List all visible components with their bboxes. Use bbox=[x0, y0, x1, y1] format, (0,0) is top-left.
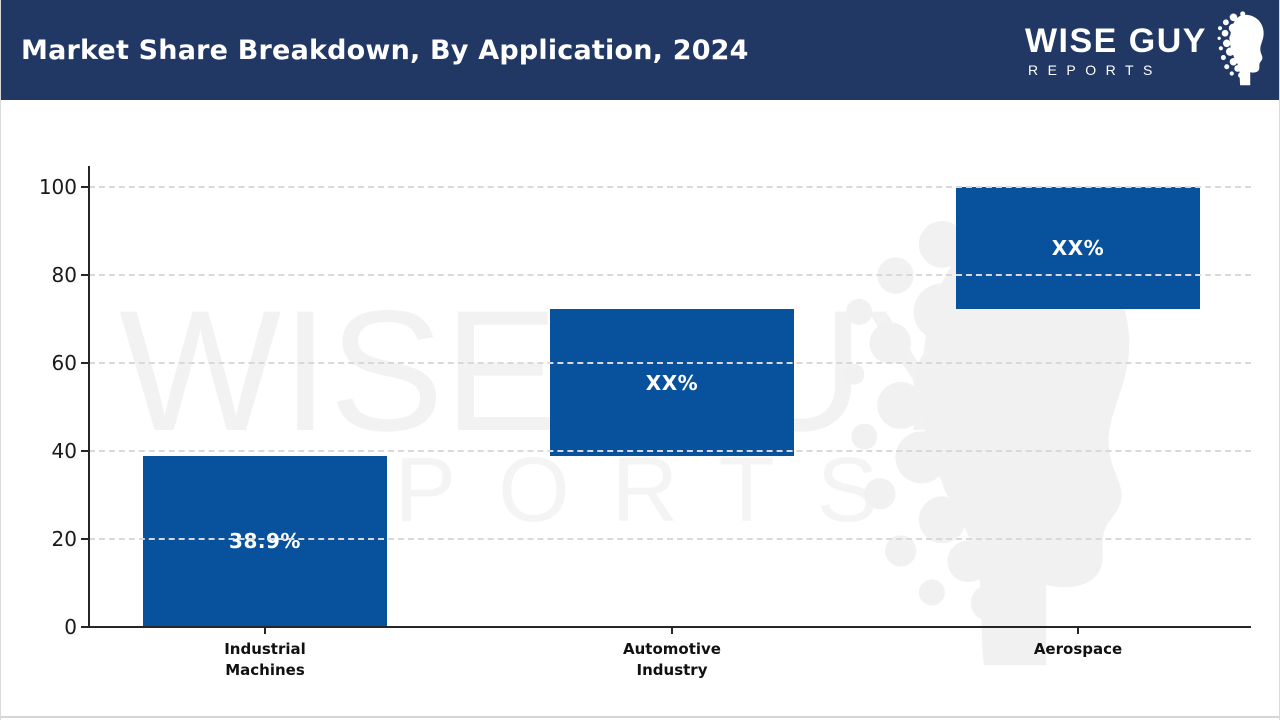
gridline-80 bbox=[89, 274, 1251, 276]
y-tick-mark bbox=[81, 362, 89, 364]
y-tick-mark bbox=[81, 274, 89, 276]
x-tick-mark bbox=[1077, 628, 1079, 634]
gridline-20 bbox=[89, 538, 1251, 540]
x-axis-line bbox=[88, 626, 1251, 628]
y-tick-mark bbox=[81, 626, 89, 628]
y-tick-mark bbox=[81, 186, 89, 188]
watermark-wordmark: WISE GUY bbox=[119, 275, 979, 467]
gridline-60 bbox=[89, 362, 1251, 364]
y-axis-line bbox=[88, 166, 90, 628]
y-tick-mark bbox=[81, 538, 89, 540]
x-category-label-automotive-industry: Automotive Industry bbox=[623, 640, 721, 679]
y-tick-label: 40 bbox=[51, 439, 77, 463]
x-category-label-aerospace: Aerospace bbox=[1033, 640, 1123, 658]
watermark-head-icon bbox=[843, 208, 1130, 666]
y-tick-label: 100 bbox=[38, 175, 77, 199]
x-tick-mark bbox=[671, 628, 673, 634]
y-tick-label: 0 bbox=[64, 615, 77, 639]
bar-automotive-industry: XX% bbox=[550, 309, 794, 456]
gridline-40 bbox=[89, 450, 1251, 452]
header-band: Market Share Breakdown, By Application, … bbox=[1, 0, 1279, 100]
bar-value-label: 38.9% bbox=[229, 529, 301, 554]
y-tick-mark bbox=[81, 450, 89, 452]
dotted-head-icon bbox=[1217, 11, 1264, 86]
bar-aerospace: XX% bbox=[956, 187, 1200, 310]
x-tick-mark bbox=[264, 628, 266, 634]
bar-value-label: XX% bbox=[1051, 236, 1105, 261]
gridline-100 bbox=[89, 186, 1251, 188]
x-category-label-industrial-machines: Industrial Machines bbox=[224, 640, 306, 679]
logo-text: WISE GUY REPORTS bbox=[1025, 23, 1207, 78]
wise-guy-reports-logo: WISE GUY REPORTS bbox=[1025, 11, 1267, 89]
y-tick-label: 80 bbox=[51, 263, 77, 287]
logo-wordmark: WISE GUY bbox=[1024, 21, 1207, 60]
bar-industrial-machines: 38.9% bbox=[143, 455, 387, 627]
y-tick-label: 20 bbox=[51, 527, 77, 551]
page-title: Market Share Breakdown, By Application, … bbox=[21, 34, 749, 66]
bar-value-label: XX% bbox=[645, 370, 699, 395]
y-tick-label: 60 bbox=[51, 351, 77, 375]
logo-subtitle: REPORTS bbox=[1027, 61, 1162, 78]
